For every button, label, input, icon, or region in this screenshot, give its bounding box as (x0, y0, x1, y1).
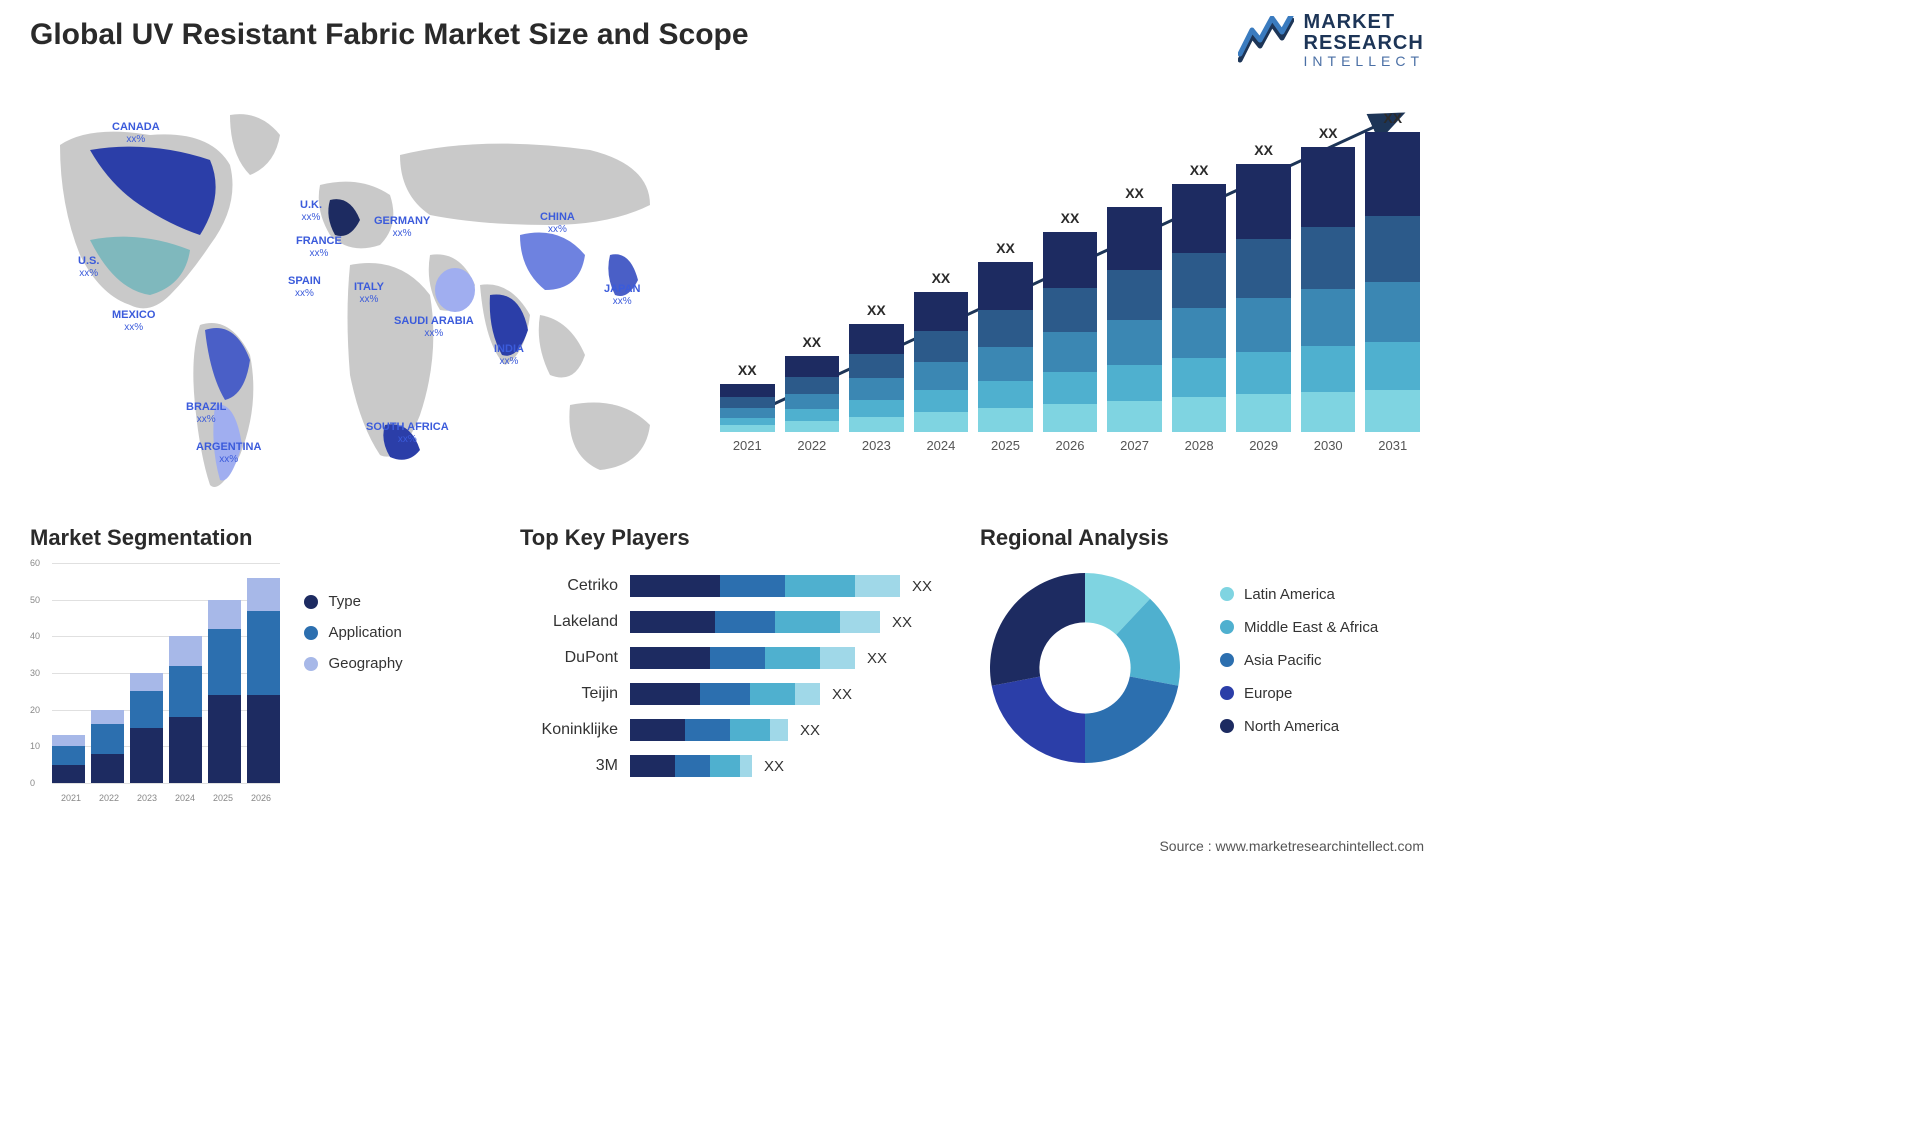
regional-legend-north-america: North America (1220, 718, 1378, 735)
regional-legend: Latin America Middle East & Africa Asia Pa… (1220, 586, 1378, 751)
seg-col-2022 (91, 710, 124, 783)
growth-xlabel: 2025 (991, 438, 1020, 453)
seg-legend-application: Application (304, 624, 402, 641)
regional-section: Regional Analysis Latin America Middle Ea… (980, 525, 1430, 773)
growth-col-2031: XX 2031 (1365, 110, 1420, 453)
map-label-canada: CANADAxx% (112, 121, 160, 145)
growth-col-2028: XX 2028 (1172, 162, 1227, 453)
seg-col-2024 (169, 636, 202, 783)
source-label: Source : www.marketresearchintellect.com (1159, 838, 1424, 854)
kp-row-dupont: DuPontXX (520, 645, 960, 671)
key-players-section: Top Key Players CetrikoXX LakelandXX DuPon… (520, 525, 960, 789)
seg-col-2021 (52, 735, 85, 783)
growth-col-2024: XX 2024 (914, 270, 969, 453)
segmentation-chart: 0102030405060 202120222023202420252026 (30, 563, 280, 803)
map-label-u-k-: U.K.xx% (300, 199, 322, 223)
growth-xlabel: 2027 (1120, 438, 1149, 453)
growth-xlabel: 2029 (1249, 438, 1278, 453)
growth-toplabel: XX (1383, 110, 1402, 126)
logo-line3: INTELLECT (1304, 54, 1424, 69)
map-label-italy: ITALYxx% (354, 281, 384, 305)
growth-xlabel: 2023 (862, 438, 891, 453)
kp-row-lakeland: LakelandXX (520, 609, 960, 635)
growth-xlabel: 2021 (733, 438, 762, 453)
donut-slice-north-america (990, 573, 1085, 686)
donut-slice-europe (992, 677, 1085, 763)
kp-row-koninklijke: KoninklijkeXX (520, 717, 960, 743)
growth-col-2025: XX 2025 (978, 240, 1033, 453)
map-label-germany: GERMANYxx% (374, 215, 430, 239)
growth-toplabel: XX (996, 240, 1015, 256)
growth-xlabel: 2028 (1185, 438, 1214, 453)
growth-toplabel: XX (932, 270, 951, 286)
logo-icon (1238, 16, 1294, 64)
growth-col-2027: XX 2027 (1107, 185, 1162, 453)
map-label-india: INDIAxx% (494, 343, 524, 367)
growth-toplabel: XX (1125, 185, 1144, 201)
growth-toplabel: XX (802, 334, 821, 350)
kp-row-teijin: TeijinXX (520, 681, 960, 707)
kp-row-cetriko: CetrikoXX (520, 573, 960, 599)
map-label-brazil: BRAZILxx% (186, 401, 226, 425)
regional-heading: Regional Analysis (980, 525, 1430, 551)
seg-legend-geography: Geography (304, 655, 402, 672)
growth-xlabel: 2031 (1378, 438, 1407, 453)
growth-xlabel: 2026 (1056, 438, 1085, 453)
map-label-japan: JAPANxx% (604, 283, 640, 307)
page-title: Global UV Resistant Fabric Market Size a… (30, 18, 749, 52)
growth-col-2026: XX 2026 (1043, 210, 1098, 453)
map-label-argentina: ARGENTINAxx% (196, 441, 261, 465)
growth-chart: XX 2021 XX 2022 XX 2023 XX 2024 XX 2025 XX 2026 XX 20… (720, 95, 1420, 475)
growth-col-2022: XX 2022 (785, 334, 840, 453)
map-label-mexico: MEXICOxx% (112, 309, 155, 333)
key-players-heading: Top Key Players (520, 525, 960, 551)
map-label-u-s-: U.S.xx% (78, 255, 99, 279)
growth-col-2030: XX 2030 (1301, 125, 1356, 453)
regional-legend-europe: Europe (1220, 685, 1378, 702)
seg-col-2023 (130, 673, 163, 783)
regional-legend-middle-east-africa: Middle East & Africa (1220, 619, 1378, 636)
growth-xlabel: 2024 (926, 438, 955, 453)
logo-line2: RESEARCH (1304, 33, 1424, 54)
donut-slice-asia-pacific (1085, 677, 1178, 763)
map-label-saudi-arabia: SAUDI ARABIAxx% (394, 315, 474, 339)
map-label-south-africa: SOUTH AFRICAxx% (366, 421, 449, 445)
regional-legend-latin-america: Latin America (1220, 586, 1378, 603)
brand-logo: MARKET RESEARCH INTELLECT (1238, 12, 1424, 69)
seg-legend-type: Type (304, 593, 402, 610)
logo-line1: MARKET (1304, 12, 1424, 33)
growth-xlabel: 2022 (797, 438, 826, 453)
map-label-china: CHINAxx% (540, 211, 575, 235)
kp-row-3m: 3MXX (520, 753, 960, 779)
growth-toplabel: XX (1061, 210, 1080, 226)
growth-toplabel: XX (1254, 142, 1273, 158)
growth-col-2023: XX 2023 (849, 302, 904, 453)
segmentation-section: Market Segmentation 0102030405060 202120… (30, 525, 460, 803)
growth-toplabel: XX (1190, 162, 1209, 178)
regional-legend-asia-pacific: Asia Pacific (1220, 652, 1378, 669)
growth-toplabel: XX (867, 302, 886, 318)
segmentation-legend: Type Application Geography (304, 593, 402, 686)
growth-col-2021: XX 2021 (720, 362, 775, 453)
map-label-france: FRANCExx% (296, 235, 342, 259)
world-map: CANADAxx% U.S.xx% MEXICOxx% BRAZILxx% ARGENT… (30, 95, 680, 505)
seg-col-2026 (247, 578, 280, 783)
regional-donut (980, 563, 1190, 773)
growth-col-2029: XX 2029 (1236, 142, 1291, 453)
growth-toplabel: XX (1319, 125, 1338, 141)
map-label-spain: SPAINxx% (288, 275, 321, 299)
segmentation-heading: Market Segmentation (30, 525, 460, 551)
seg-col-2025 (208, 600, 241, 783)
growth-xlabel: 2030 (1314, 438, 1343, 453)
growth-toplabel: XX (738, 362, 757, 378)
